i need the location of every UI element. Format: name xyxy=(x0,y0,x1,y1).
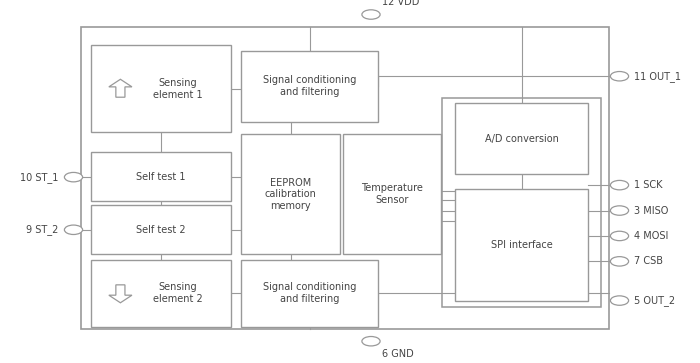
Text: 5 OUT_2: 5 OUT_2 xyxy=(634,295,676,306)
Text: 3 MISO: 3 MISO xyxy=(634,205,668,216)
Text: 4 MOSI: 4 MOSI xyxy=(634,231,668,241)
Text: EEPROM
calibration
memory: EEPROM calibration memory xyxy=(265,178,316,211)
Bar xyxy=(241,134,340,254)
Circle shape xyxy=(610,180,629,190)
Bar xyxy=(91,152,231,201)
Text: Temperature
Sensor: Temperature Sensor xyxy=(361,183,423,205)
Text: Signal conditioning
and filtering: Signal conditioning and filtering xyxy=(263,76,356,97)
Bar xyxy=(91,45,231,132)
Circle shape xyxy=(64,172,83,182)
Bar xyxy=(91,205,231,254)
Text: Sensing
element 1: Sensing element 1 xyxy=(153,78,202,100)
FancyArrow shape xyxy=(109,79,132,97)
Circle shape xyxy=(610,206,629,215)
Bar xyxy=(80,27,609,329)
FancyArrow shape xyxy=(109,285,132,303)
Text: Signal conditioning
and filtering: Signal conditioning and filtering xyxy=(263,282,356,304)
Text: SPI interface: SPI interface xyxy=(491,240,552,250)
Text: Sensing
element 2: Sensing element 2 xyxy=(153,282,203,304)
Text: 12 VDD: 12 VDD xyxy=(382,0,419,7)
Text: Self test 2: Self test 2 xyxy=(136,225,186,234)
Bar xyxy=(241,51,378,122)
Text: 7 CSB: 7 CSB xyxy=(634,256,663,266)
Circle shape xyxy=(610,72,629,81)
Text: Self test 1: Self test 1 xyxy=(136,172,186,182)
Circle shape xyxy=(610,231,629,241)
Circle shape xyxy=(610,296,629,305)
Bar xyxy=(455,189,588,301)
Circle shape xyxy=(362,337,380,346)
Text: 6 GND: 6 GND xyxy=(382,349,413,359)
Text: A/D conversion: A/D conversion xyxy=(484,134,559,144)
Circle shape xyxy=(610,257,629,266)
Text: 10 ST_1: 10 ST_1 xyxy=(20,172,59,183)
Text: 9 ST_2: 9 ST_2 xyxy=(27,224,59,235)
Circle shape xyxy=(362,10,380,19)
Bar xyxy=(442,98,601,307)
Text: 11 OUT_1: 11 OUT_1 xyxy=(634,71,681,82)
Bar xyxy=(343,134,441,254)
Bar xyxy=(455,103,588,174)
Circle shape xyxy=(64,225,83,234)
Bar xyxy=(241,260,378,327)
Text: 1 SCK: 1 SCK xyxy=(634,180,663,190)
Bar xyxy=(91,260,231,327)
